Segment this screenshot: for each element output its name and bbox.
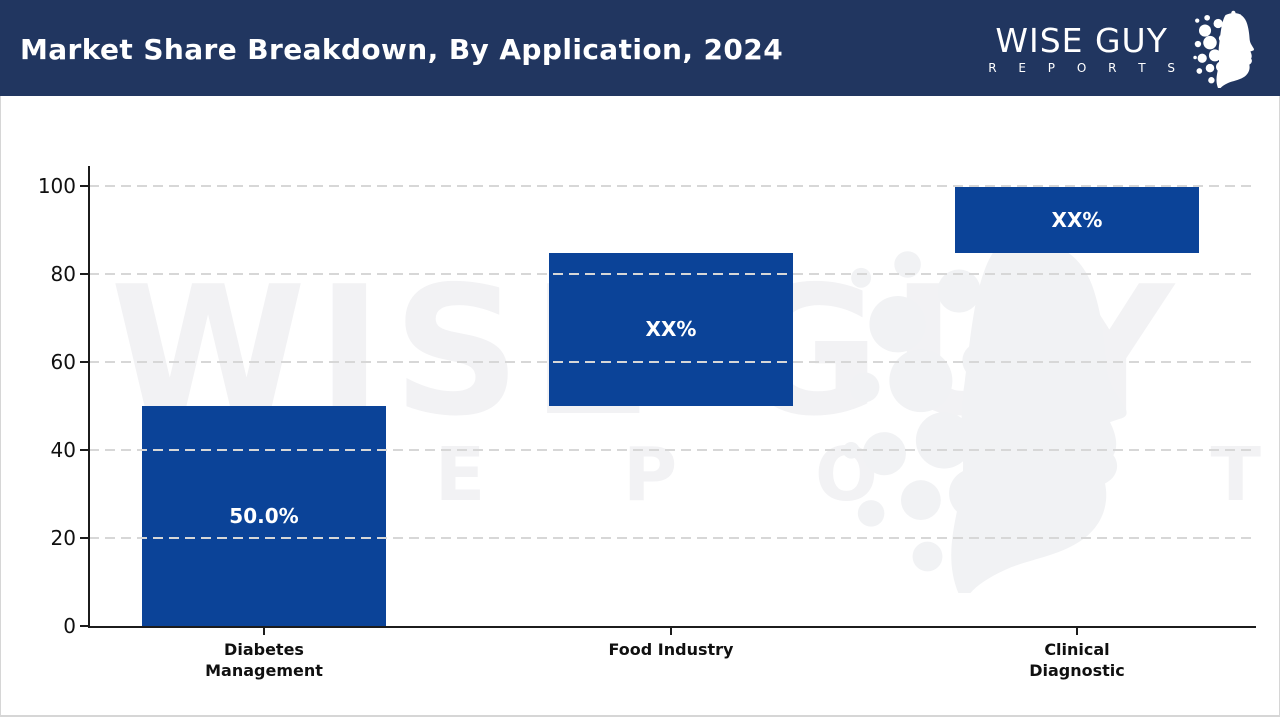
y-tick-100	[80, 185, 89, 187]
y-tick-label: 0	[63, 614, 76, 638]
y-tick-label: 60	[50, 350, 76, 374]
gridline-100	[89, 185, 1256, 187]
bar-2	[955, 186, 1199, 253]
wise-guy-reports-logo: WISE GUY R E P O R T S	[979, 8, 1266, 90]
logo-reports-label: R E P O R T S	[988, 60, 1184, 75]
chart-title: Market Share Breakdown, By Application, …	[20, 33, 784, 66]
gridline-20	[89, 537, 1256, 539]
y-tick-60	[80, 361, 89, 363]
header-bar: Market Share Breakdown, By Application, …	[0, 0, 1280, 96]
bar-value-label: XX%	[1051, 207, 1103, 232]
logo-text: WISE GUY R E P O R T S	[979, 20, 1184, 75]
x-tick-1	[670, 628, 672, 635]
y-tick-label: 40	[50, 438, 76, 462]
logo-head-icon	[1193, 10, 1254, 88]
x-category-label: Diabetes Management	[205, 640, 323, 680]
gridline-60	[89, 361, 1256, 363]
y-tick-0	[80, 625, 89, 627]
x-tick-2	[1076, 628, 1078, 635]
y-tick-40	[80, 449, 89, 451]
gridline-80	[89, 273, 1256, 275]
y-axis-line	[88, 166, 90, 628]
gridline-40	[89, 449, 1256, 451]
x-category-label: Clinical Diagnostic	[1029, 640, 1125, 680]
y-tick-label: 20	[50, 526, 76, 550]
y-tick-80	[80, 273, 89, 275]
logo-wiseguy-label: WISE GUY	[995, 20, 1168, 60]
bar-value-label: XX%	[645, 317, 697, 342]
bar-1	[549, 252, 793, 406]
watermark-head-icon	[842, 231, 1127, 593]
y-tick-20	[80, 537, 89, 539]
y-tick-label: 80	[50, 262, 76, 286]
bar-value-label: 50.0%	[229, 504, 299, 528]
y-tick-label: 100	[37, 174, 76, 198]
x-axis-line	[88, 626, 1256, 628]
bar-0	[142, 406, 386, 626]
x-category-label: Food Industry	[608, 640, 734, 659]
x-tick-0	[263, 628, 265, 635]
